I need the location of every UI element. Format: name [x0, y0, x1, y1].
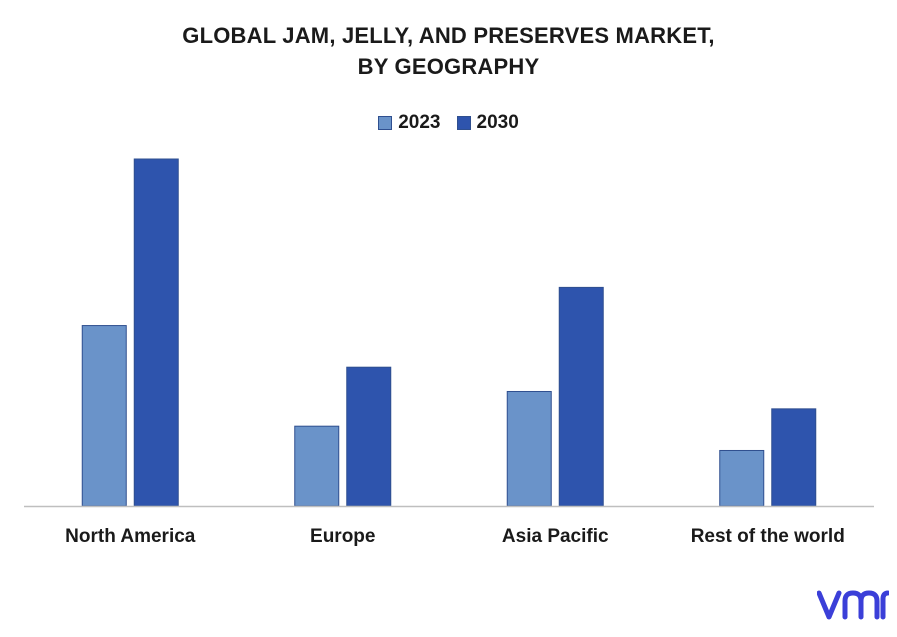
bar-2023-asia-pacific [506, 390, 552, 507]
bar-2030-europe [346, 366, 392, 507]
chart-title: GLOBAL JAM, JELLY, AND PRESERVES MARKET,… [0, 20, 897, 82]
bar-2023-europe [294, 425, 340, 507]
legend-item-2030: 2030 [456, 112, 519, 134]
chart-title-line-1: GLOBAL JAM, JELLY, AND PRESERVES MARKET, [182, 23, 715, 48]
bar-2023-rest-of-the-world [719, 449, 765, 507]
bar-2023-north-america [81, 325, 127, 507]
x-tick-label: Rest of the world [691, 526, 845, 547]
vmr-logo-icon [817, 590, 889, 620]
x-tick-label: North America [65, 526, 196, 547]
bar-2030-north-america [133, 158, 179, 507]
legend-swatch-2030 [456, 116, 471, 130]
legend: 2023 2030 [0, 112, 897, 134]
x-tick-label: Asia Pacific [502, 526, 609, 547]
legend-label-2023: 2023 [398, 112, 441, 133]
legend-item-2023: 2023 [378, 112, 441, 134]
bar-2030-rest-of-the-world [771, 408, 817, 507]
legend-swatch-2023 [378, 116, 393, 130]
legend-label-2030: 2030 [476, 112, 519, 133]
bar-2030-asia-pacific [558, 286, 604, 507]
x-tick-label: Europe [310, 526, 375, 547]
chart-title-line-2: BY GEOGRAPHY [357, 54, 540, 79]
